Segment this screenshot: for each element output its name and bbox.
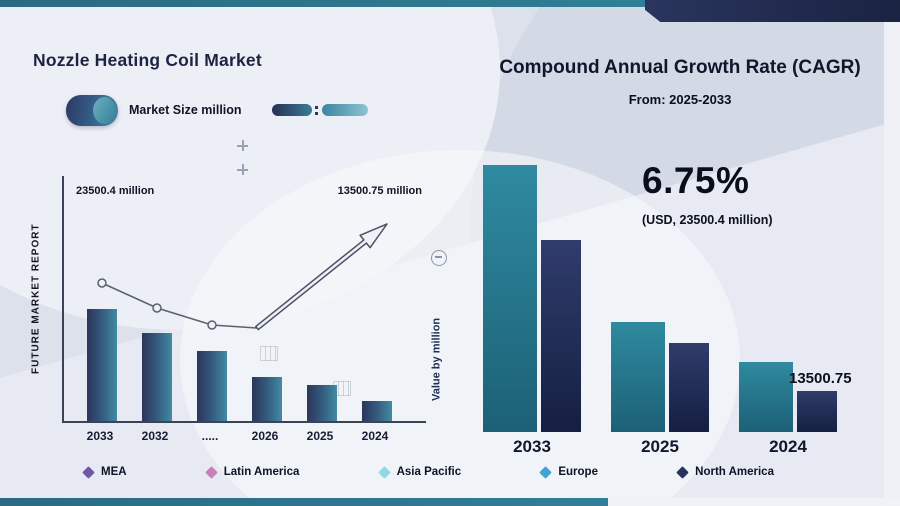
right-bar-primary-2033 — [483, 165, 537, 432]
right-bar-secondary-2025 — [669, 343, 709, 432]
right-bar-primary-2024 — [739, 362, 793, 432]
trend-line — [101, 282, 258, 329]
legend-diamond-icon — [204, 465, 218, 479]
footer-legend: MEA Latin America Asia Pacific Europe North … — [82, 465, 774, 479]
left-chart-title: Nozzle Heating Coil Market — [33, 50, 262, 70]
cagr-note: (USD, 23500.4 million) — [642, 213, 773, 227]
left-bar-2032 — [142, 333, 172, 421]
gradient-pill-icon — [322, 104, 368, 116]
right-bar-primary-2025 — [611, 322, 665, 432]
top-accent-strip — [0, 0, 652, 7]
left-y-axis-label: FUTURE MARKET REPORT — [30, 223, 42, 374]
right-bar-annotation: 13500.75 — [789, 370, 852, 387]
bottom-accent-strip-light — [608, 498, 900, 506]
minus-circle-icon — [431, 250, 447, 266]
left-bar-2033 — [87, 309, 117, 421]
left-x-label: 2026 — [251, 429, 279, 443]
trend-marker — [207, 320, 217, 330]
trend-marker — [97, 278, 107, 288]
market-size-cylinder-icon — [66, 95, 118, 126]
plus-icon — [237, 164, 248, 175]
legend-diamond-icon — [377, 465, 391, 479]
left-x-label: ..... — [201, 429, 219, 443]
left-bar-chart: 23500.4 million 13500.75 million — [62, 176, 426, 423]
legend-item-mea: MEA — [82, 465, 127, 479]
gradient-pill-icon — [272, 104, 312, 116]
cagr-value: 6.75% — [642, 160, 750, 201]
right-bar-group-2033 — [483, 165, 581, 432]
legend-diamond-icon — [82, 465, 95, 479]
right-x-labels: 2033 2025 2024 — [483, 437, 837, 457]
watermark-grid-icon — [333, 381, 351, 396]
right-x-label: 2025 — [641, 437, 679, 456]
right-chart-subtitle: From: 2025-2033 — [628, 92, 732, 107]
legend-item-europe: Europe — [539, 465, 598, 479]
left-bars — [64, 176, 426, 421]
plus-icon — [237, 140, 248, 151]
legend-label: Asia Pacific — [396, 466, 462, 478]
legend-diamond-icon — [676, 465, 690, 479]
right-x-label: 2033 — [513, 437, 551, 456]
left-x-label: 2033 — [86, 429, 114, 443]
pill-separator-dots-icon — [315, 106, 318, 109]
left-x-label: 2025 — [306, 429, 334, 443]
right-x-label: 2024 — [769, 437, 807, 456]
legend-diamond-icon — [539, 465, 553, 479]
right-bar-group-2024 — [739, 362, 837, 432]
right-bar-secondary-2033 — [541, 240, 581, 432]
left-bar- — [197, 351, 227, 421]
right-bar-secondary-2024 — [797, 391, 837, 432]
right-chart-title: Compound Annual Growth Rate (CAGR) — [499, 57, 861, 78]
legend-label: North America — [695, 466, 774, 478]
left-chart-annotation-low: 13500.75 million — [337, 185, 422, 197]
legend-label: Latin America — [223, 466, 300, 478]
trend-line-overlay — [97, 223, 388, 331]
left-bar-2026 — [252, 377, 282, 421]
right-bars — [483, 165, 837, 432]
legend-item-latin-america: Latin America — [204, 465, 300, 479]
trend-marker — [152, 303, 162, 313]
top-right-corner-band — [645, 0, 900, 22]
left-bar-2024 — [362, 401, 392, 421]
market-size-legend-label: Market Size million — [129, 103, 242, 117]
left-x-label: 2024 — [361, 429, 389, 443]
growth-arrow-icon — [255, 223, 388, 331]
legend-label: Europe — [558, 466, 598, 478]
legend-item-asia-pacific: Asia Pacific — [377, 465, 462, 479]
watermark-grid-icon — [260, 346, 278, 361]
left-bar-2025 — [307, 385, 337, 421]
legend-label: MEA — [101, 466, 127, 478]
bottom-accent-strip — [0, 498, 608, 506]
left-x-label: 2032 — [141, 429, 169, 443]
left-x-labels: 2033 2032..... 2026 2025 2024 — [62, 429, 424, 443]
left-chart-annotation-high: 23500.4 million — [76, 185, 155, 197]
legend-item-north-america: North America — [676, 465, 774, 479]
right-y-axis-label: Value by million — [430, 317, 443, 401]
right-bar-group-2025 — [611, 322, 709, 432]
